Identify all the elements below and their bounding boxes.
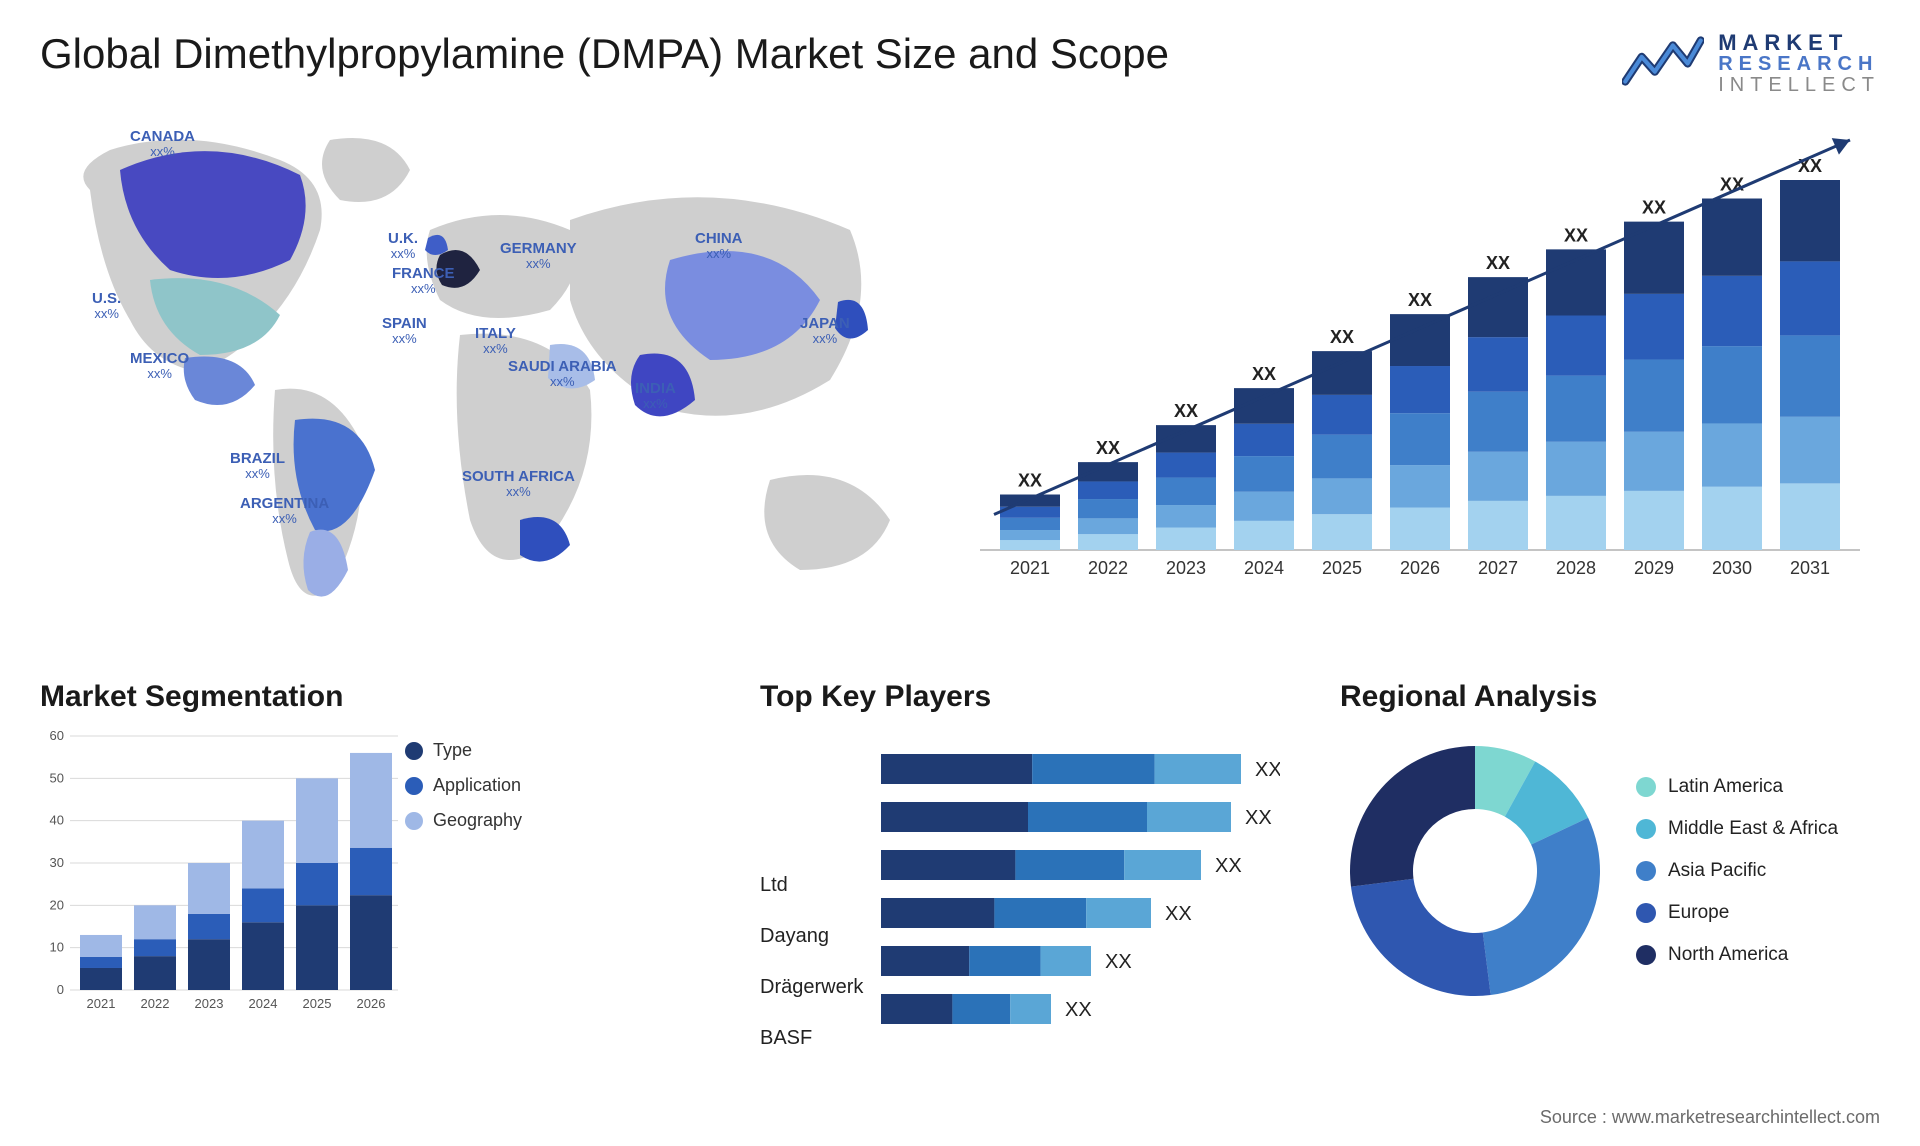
legend-item: Middle East & Africa xyxy=(1636,818,1838,840)
brand-logo-line3: INTELLECT xyxy=(1718,75,1880,96)
svg-text:2022: 2022 xyxy=(1088,558,1128,578)
svg-text:XX: XX xyxy=(1245,807,1272,829)
map-label: FRANCExx% xyxy=(392,265,455,297)
svg-text:XX: XX xyxy=(1252,364,1276,384)
svg-text:XX: XX xyxy=(1255,759,1280,781)
map-label: ARGENTINAxx% xyxy=(240,495,329,527)
brand-logo-line1: MARKET xyxy=(1718,31,1880,54)
svg-text:2022: 2022 xyxy=(141,996,170,1011)
segmentation-chart-svg: 0 10 20 30 40 50 60 2021 2022 2023 2024 2025 2026 xyxy=(40,726,400,1046)
map-label: BRAZILxx% xyxy=(230,450,285,482)
legend-item: Geography xyxy=(405,810,522,831)
map-label: ITALYxx% xyxy=(475,325,516,357)
forecast-chart-svg: XX 2021 XX 2022 XX 2023 XX 2024 XX 2025 XX 2026 XX 20… xyxy=(980,130,1860,590)
legend-item: North America xyxy=(1636,944,1838,966)
svg-text:2027: 2027 xyxy=(1478,558,1518,578)
svg-text:2031: 2031 xyxy=(1790,558,1830,578)
regional-panel: Regional Analysis Latin America Middle Ea… xyxy=(1340,680,1880,1006)
svg-text:2029: 2029 xyxy=(1634,558,1674,578)
regional-donut-svg xyxy=(1340,736,1610,1006)
svg-text:XX: XX xyxy=(1065,999,1092,1021)
page-title: Global Dimethylpropylamine (DMPA) Market… xyxy=(40,30,1169,78)
world-map: CANADAxx% U.S.xx% MEXICOxx% BRAZILxx% ARGENT… xyxy=(30,120,930,620)
regional-legend: Latin America Middle East & Africa Asia Pa… xyxy=(1636,776,1838,966)
legend-item: Europe xyxy=(1636,902,1838,924)
svg-text:20: 20 xyxy=(50,897,64,912)
player-label: BASF xyxy=(760,1027,863,1050)
legend-item: Type xyxy=(405,740,522,761)
svg-text:XX: XX xyxy=(1486,253,1510,273)
source-text: Source : www.marketresearchintellect.com xyxy=(1540,1107,1880,1128)
svg-text:10: 10 xyxy=(50,940,64,955)
map-label: MEXICOxx% xyxy=(130,350,189,382)
legend-item: Application xyxy=(405,775,522,796)
brand-logo-line2: RESEARCH xyxy=(1718,54,1880,75)
map-label: JAPANxx% xyxy=(800,315,850,347)
segmentation-title: Market Segmentation xyxy=(40,680,600,714)
svg-text:50: 50 xyxy=(50,770,64,785)
svg-text:2026: 2026 xyxy=(357,996,386,1011)
legend-item: Asia Pacific xyxy=(1636,860,1838,882)
svg-text:XX: XX xyxy=(1165,903,1192,925)
svg-text:XX: XX xyxy=(1215,855,1242,877)
brand-logo: MARKET RESEARCH INTELLECT xyxy=(1622,30,1880,97)
svg-text:2025: 2025 xyxy=(1322,558,1362,578)
svg-text:XX: XX xyxy=(1105,951,1132,973)
svg-text:2030: 2030 xyxy=(1712,558,1752,578)
players-labels: Ltd Dayang Drägerwerk BASF xyxy=(760,874,863,1050)
svg-text:XX: XX xyxy=(1018,471,1042,491)
svg-text:2021: 2021 xyxy=(87,996,116,1011)
svg-text:XX: XX xyxy=(1174,401,1198,421)
svg-text:XX: XX xyxy=(1330,327,1354,347)
segmentation-legend: Type Application Geography xyxy=(405,740,522,845)
map-label: INDIAxx% xyxy=(635,380,676,412)
map-label: CANADAxx% xyxy=(130,128,195,160)
legend-item: Latin America xyxy=(1636,776,1838,798)
player-label: Ltd xyxy=(760,874,863,897)
map-label: SPAINxx% xyxy=(382,315,427,347)
player-label: Drägerwerk xyxy=(760,976,863,999)
brand-logo-icon xyxy=(1622,30,1704,97)
svg-text:2025: 2025 xyxy=(303,996,332,1011)
map-label: U.K.xx% xyxy=(388,230,418,262)
svg-text:2028: 2028 xyxy=(1556,558,1596,578)
map-label: U.S.xx% xyxy=(92,290,121,322)
players-panel: Top Key Players LtdDayangDrägerwerkBASF … xyxy=(760,680,1280,1050)
svg-text:2023: 2023 xyxy=(1166,558,1206,578)
svg-text:XX: XX xyxy=(1564,225,1588,245)
svg-text:2021: 2021 xyxy=(1010,558,1050,578)
map-label: GERMANYxx% xyxy=(500,240,577,272)
svg-text:2024: 2024 xyxy=(1244,558,1284,578)
map-label: CHINAxx% xyxy=(695,230,743,262)
forecast-chart: XX 2021 XX 2022 XX 2023 XX 2024 XX 2025 XX 2026 XX 20… xyxy=(980,130,1860,590)
player-label: Dayang xyxy=(760,925,863,948)
svg-text:60: 60 xyxy=(50,728,64,743)
segmentation-panel: Market Segmentation 0 10 20 30 40 50 60 2021 202… xyxy=(40,680,600,1051)
map-label: SOUTH AFRICAxx% xyxy=(462,468,575,500)
svg-text:30: 30 xyxy=(50,855,64,870)
regional-title: Regional Analysis xyxy=(1340,680,1880,714)
map-label: SAUDI ARABIAxx% xyxy=(508,358,617,390)
svg-text:0: 0 xyxy=(57,982,64,997)
svg-text:XX: XX xyxy=(1642,198,1666,218)
svg-text:2023: 2023 xyxy=(195,996,224,1011)
svg-text:XX: XX xyxy=(1408,290,1432,310)
svg-text:2024: 2024 xyxy=(249,996,278,1011)
svg-text:2026: 2026 xyxy=(1400,558,1440,578)
svg-text:XX: XX xyxy=(1096,438,1120,458)
svg-text:40: 40 xyxy=(50,813,64,828)
players-title: Top Key Players xyxy=(760,680,1280,714)
players-chart-svg: XX XX XX XX XX XX xyxy=(881,750,1280,1050)
